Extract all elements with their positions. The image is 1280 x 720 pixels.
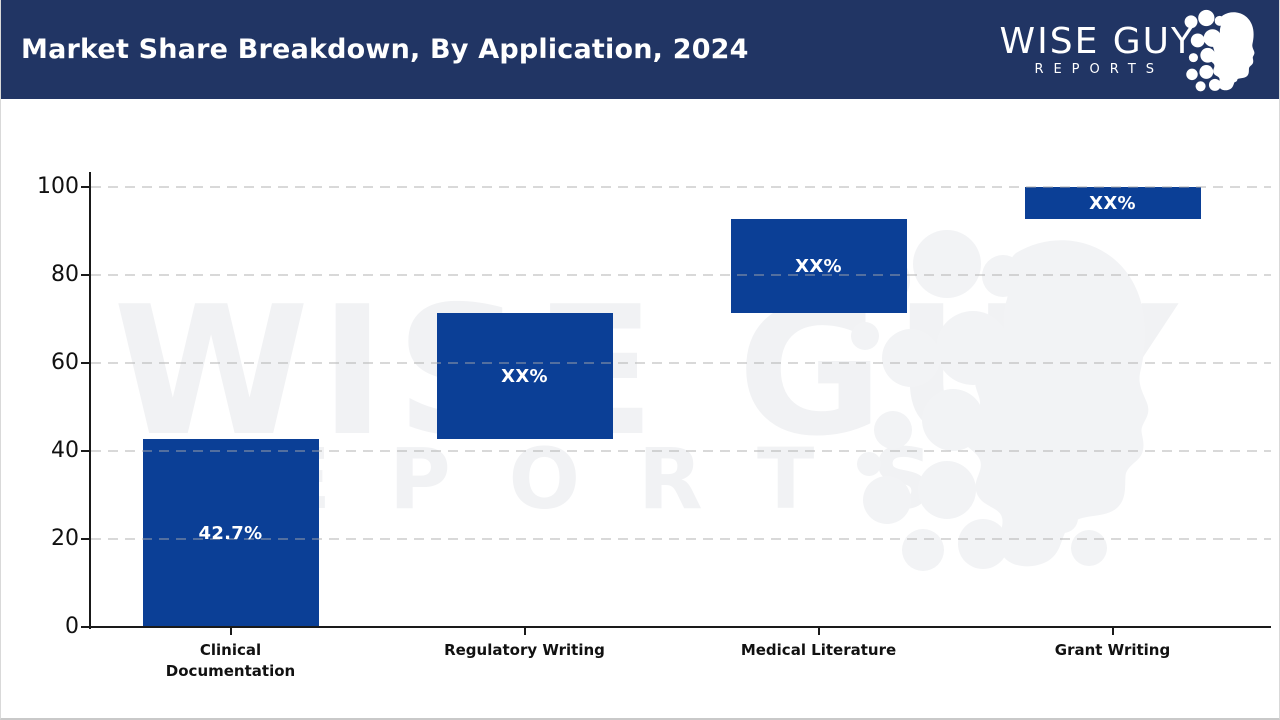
y-tick-label: 60 bbox=[51, 350, 79, 375]
bar-value-label: 42.7% bbox=[198, 522, 263, 544]
bar-value-label: XX% bbox=[795, 255, 842, 277]
wiseguy-logo: WISE GUY REPORTS bbox=[1000, 6, 1268, 94]
y-tick-mark bbox=[81, 450, 89, 452]
y-tick-mark bbox=[81, 186, 89, 188]
y-tick-label: 0 bbox=[65, 614, 79, 639]
bar-segment bbox=[730, 219, 907, 314]
x-category-label: Regulatory Writing bbox=[444, 641, 605, 659]
y-tick-label: 100 bbox=[37, 174, 79, 199]
bar-segment bbox=[436, 313, 613, 440]
header-bar: Market Share Breakdown, By Application, … bbox=[1, 0, 1279, 99]
y-gridline bbox=[91, 274, 1271, 276]
x-axis-line bbox=[89, 626, 1271, 628]
bar-segment bbox=[1024, 187, 1201, 220]
x-tick-mark bbox=[229, 628, 232, 635]
x-category-label: Medical Literature bbox=[740, 641, 897, 659]
y-axis-line bbox=[89, 172, 91, 629]
logo-text: WISE GUY REPORTS bbox=[999, 20, 1196, 78]
y-tick-label: 20 bbox=[51, 526, 79, 551]
x-tick-mark bbox=[817, 628, 820, 635]
head-watermark-icon bbox=[851, 230, 1149, 571]
x-category-label: Grant Writing bbox=[1054, 641, 1171, 659]
x-tick-mark bbox=[523, 628, 526, 635]
logo-wordmark: WISE GUY bbox=[999, 20, 1195, 62]
logo-subtitle: REPORTS bbox=[1034, 62, 1165, 78]
wiseguy-head-logo-icon bbox=[1184, 9, 1255, 92]
bar-value-label: XX% bbox=[501, 365, 548, 387]
y-tick-label: 40 bbox=[51, 438, 79, 463]
y-tick-mark bbox=[81, 274, 89, 276]
y-gridline bbox=[91, 186, 1271, 188]
y-tick-mark bbox=[81, 362, 89, 364]
y-tick-label: 80 bbox=[51, 262, 79, 287]
page-title: Market Share Breakdown, By Application, … bbox=[21, 34, 749, 65]
y-gridline bbox=[91, 362, 1271, 364]
y-gridline bbox=[91, 538, 1271, 540]
x-category-label: Clinical Documentation bbox=[165, 641, 296, 680]
y-gridline bbox=[91, 450, 1271, 452]
bar-value-label: XX% bbox=[1089, 192, 1136, 214]
x-tick-mark bbox=[1111, 628, 1114, 635]
y-tick-mark bbox=[81, 626, 89, 628]
bar-segment bbox=[142, 439, 319, 627]
y-tick-mark bbox=[81, 538, 89, 540]
